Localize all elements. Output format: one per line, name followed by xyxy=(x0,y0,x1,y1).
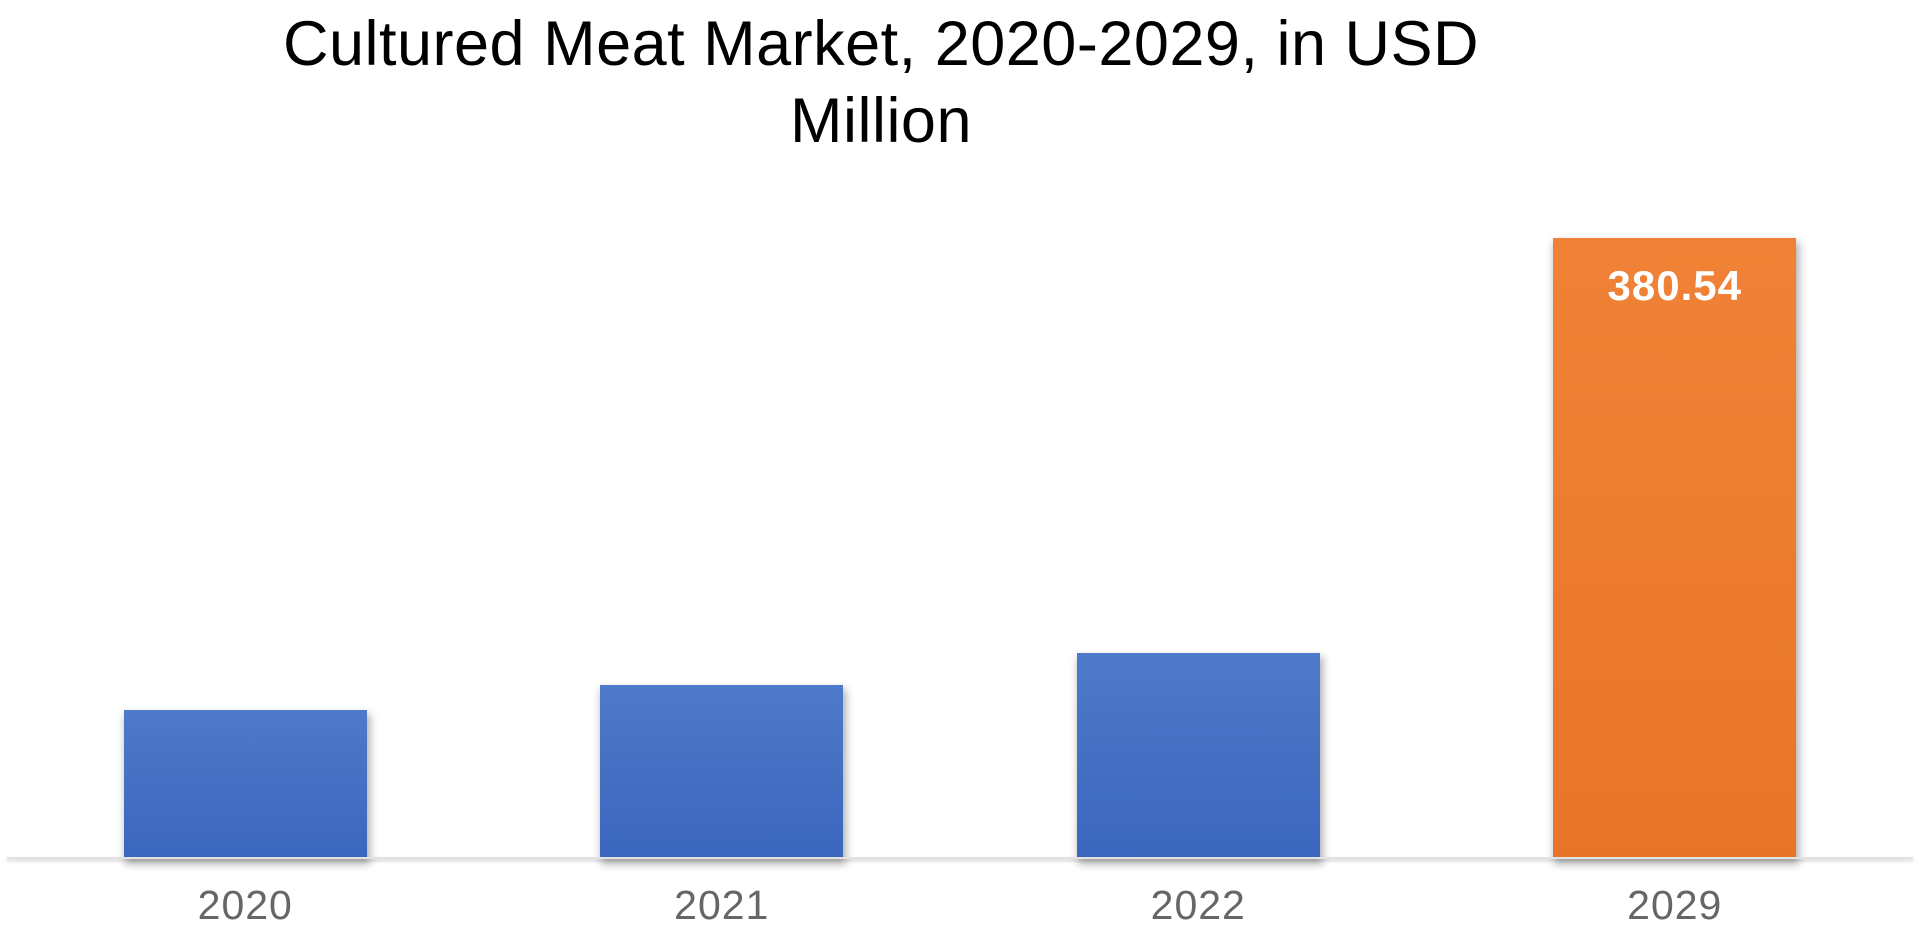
category-label-2022: 2022 xyxy=(1150,882,1246,928)
bar-2021 xyxy=(600,685,844,858)
x-axis-line xyxy=(7,857,1913,859)
data-label-2029: 380.54 xyxy=(1607,262,1742,309)
category-label-2029: 2029 xyxy=(1627,882,1723,928)
category-label-2021: 2021 xyxy=(674,882,770,928)
category-label-2020: 2020 xyxy=(197,882,293,928)
category-axis-labels: 2020 2021 2022 2029 xyxy=(7,882,1913,934)
bar-slot-2029: 380.54 xyxy=(1437,0,1914,858)
bar-slot-2020 xyxy=(7,0,484,858)
bar-2029: 380.54 xyxy=(1553,238,1797,858)
chart-title-line-1: Cultured Meat Market, 2020-2029, in USD xyxy=(282,9,1480,79)
plot-area: 380.54 xyxy=(7,0,1913,858)
bar-slot-2021 xyxy=(484,0,961,858)
chart-title-line-2: Million xyxy=(789,85,973,156)
chart-title: Cultured Meat Market, 2020-2029, in USD … xyxy=(156,6,1606,160)
bar-slot-2022 xyxy=(960,0,1437,858)
bar-2022 xyxy=(1076,653,1320,858)
bar-2020 xyxy=(123,710,367,858)
